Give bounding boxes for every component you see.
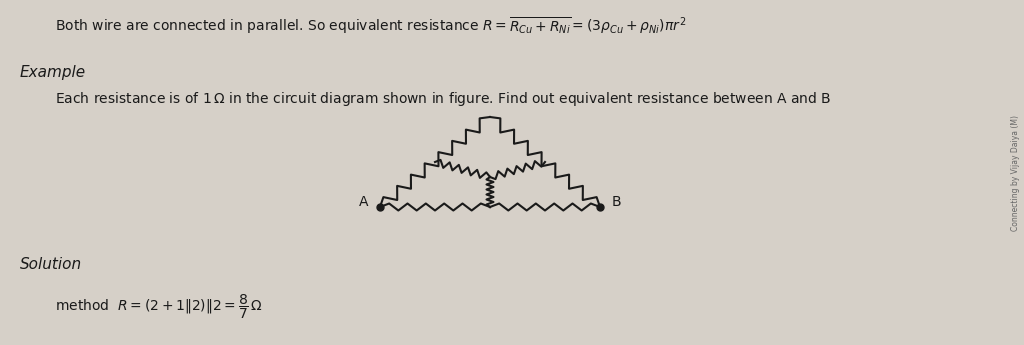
Text: A: A bbox=[358, 195, 368, 209]
Text: Solution: Solution bbox=[20, 257, 82, 272]
Text: Each resistance is of $1\,\Omega$ in the circuit diagram shown in figure. Find o: Each resistance is of $1\,\Omega$ in the… bbox=[55, 90, 831, 108]
Text: Example: Example bbox=[20, 65, 86, 80]
Text: Connecting by Vijay Daiya (M): Connecting by Vijay Daiya (M) bbox=[1011, 115, 1020, 231]
Text: Both wire are connected in parallel. So equivalent resistance $R = \overline{R_{: Both wire are connected in parallel. So … bbox=[55, 15, 686, 36]
Text: B: B bbox=[612, 195, 622, 209]
Text: method  $R = (2+1\|2)\|2 = \dfrac{8}{7}\,\Omega$: method $R = (2+1\|2)\|2 = \dfrac{8}{7}\,… bbox=[55, 293, 263, 321]
